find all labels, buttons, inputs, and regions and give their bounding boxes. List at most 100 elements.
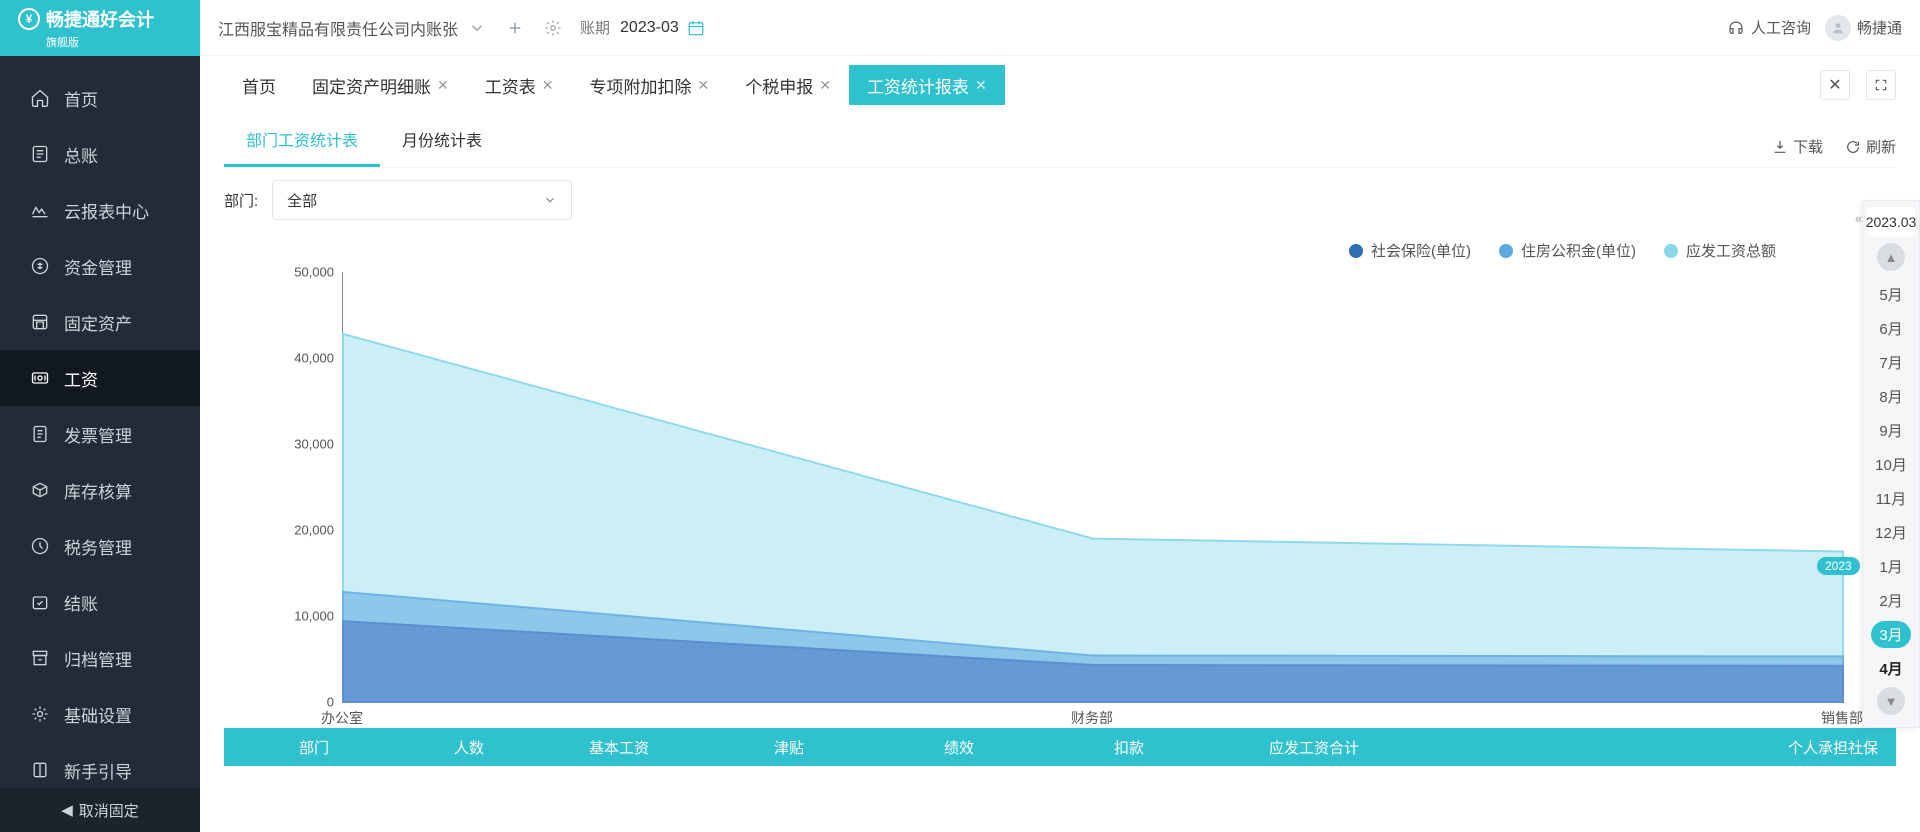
y-tick: 50,000 xyxy=(274,265,334,280)
dept-filter-label: 部门: xyxy=(224,190,258,211)
month-rail-item[interactable]: 6月 xyxy=(1863,311,1919,345)
legend-dot xyxy=(1499,244,1513,258)
month-rail-item[interactable]: 11月 xyxy=(1863,481,1919,515)
calendar-icon[interactable] xyxy=(687,19,705,37)
year-badge: 2023 xyxy=(1817,557,1860,575)
sidebar-item-home[interactable]: 首页 xyxy=(0,70,200,126)
sidebar-item-tax[interactable]: 税务管理 xyxy=(0,518,200,574)
month-label: 4月 xyxy=(1879,658,1902,679)
month-label: 9月 xyxy=(1879,420,1902,441)
tab-close-icon[interactable]: ✕ xyxy=(819,77,831,94)
table-col-header: 津贴 xyxy=(704,737,874,758)
sidebar-unpin[interactable]: ◀取消固定 xyxy=(0,788,200,832)
month-rail-down[interactable]: ▼ xyxy=(1877,687,1905,715)
stock-icon xyxy=(30,480,50,500)
month-rail-item[interactable]: 5月 xyxy=(1863,277,1919,311)
month-label: 12月 xyxy=(1875,522,1907,543)
sidebar-item-house[interactable]: 固定资产 xyxy=(0,294,200,350)
month-rail-item[interactable]: 8月 xyxy=(1863,379,1919,413)
month-rail-item[interactable]: 9月 xyxy=(1863,413,1919,447)
legend-label: 住房公积金(单位) xyxy=(1521,240,1636,261)
sidebar-item-salary[interactable]: 工资 xyxy=(0,350,200,406)
legend-item[interactable]: 应发工资总额 xyxy=(1664,240,1776,261)
month-rail-item[interactable]: 2月 xyxy=(1863,583,1919,617)
month-rail-item[interactable]: 20231月 xyxy=(1863,549,1919,583)
logo-icon: ¥ xyxy=(18,8,40,30)
tabs-close-all[interactable]: ✕ xyxy=(1820,70,1850,100)
month-rail-item[interactable]: 4月 xyxy=(1863,651,1919,685)
x-tick: 销售部 xyxy=(1821,708,1863,728)
month-rail-item[interactable]: 3月 xyxy=(1863,617,1919,651)
download-icon xyxy=(1772,139,1788,155)
month-rail-current[interactable]: 2023.03 xyxy=(1867,207,1915,237)
month-label: 8月 xyxy=(1879,386,1902,407)
month-rail-up[interactable]: ▲ xyxy=(1877,243,1905,271)
user-menu[interactable]: 畅捷通 xyxy=(1825,15,1902,41)
sidebar-item-wallet[interactable]: 资金管理 xyxy=(0,238,200,294)
archive-icon xyxy=(30,648,50,668)
sidebar-item-invoice[interactable]: 发票管理 xyxy=(0,406,200,462)
download-button[interactable]: 下载 xyxy=(1772,136,1823,157)
sidebar-item-cloud[interactable]: 云报表中心 xyxy=(0,182,200,238)
sidebar-item-stock[interactable]: 库存核算 xyxy=(0,462,200,518)
chevron-down-icon xyxy=(543,193,557,207)
fullscreen-icon[interactable] xyxy=(1866,70,1896,100)
table-col-header-overflow: 个人承担社保 xyxy=(1788,737,1896,758)
company-name[interactable]: 江西服宝精品有限责任公司内账张 xyxy=(218,16,458,40)
month-label: 1月 xyxy=(1879,556,1902,577)
tab-4[interactable]: 个税申报✕ xyxy=(727,65,849,105)
y-tick: 40,000 xyxy=(274,351,334,366)
tab-close-icon[interactable]: ✕ xyxy=(975,77,987,94)
tab-5[interactable]: 工资统计报表✕ xyxy=(849,65,1005,105)
add-icon[interactable] xyxy=(506,19,524,37)
tab-2[interactable]: 工资表✕ xyxy=(467,65,572,105)
sidebar-item-close[interactable]: 结账 xyxy=(0,574,200,630)
period-value[interactable]: 2023-03 xyxy=(620,19,679,37)
sidebar-item-label: 首页 xyxy=(64,86,98,111)
tab-close-icon[interactable]: ✕ xyxy=(437,77,449,94)
month-label: 10月 xyxy=(1875,454,1907,475)
company-dropdown-icon[interactable] xyxy=(468,19,486,37)
salary-icon xyxy=(30,368,50,388)
chart-legend: 社会保险(单位) 住房公积金(单位) 应发工资总额 xyxy=(1349,240,1776,261)
month-label: 7月 xyxy=(1879,352,1902,373)
tab-3[interactable]: 专项附加扣除✕ xyxy=(571,65,727,105)
legend-dot xyxy=(1664,244,1678,258)
sidebar-item-gear[interactable]: 基础设置 xyxy=(0,686,200,742)
refresh-button[interactable]: 刷新 xyxy=(1845,136,1896,157)
sidebar-item-label: 新手引导 xyxy=(64,758,132,783)
month-rail-item[interactable]: 10月 xyxy=(1863,447,1919,481)
dept-select[interactable]: 全部 xyxy=(272,180,572,220)
month-rail: 2023.03 ▲ 5月 6月 7月 8月 9月 10月 11月 12月 20231月2月3月 4… xyxy=(1862,200,1920,728)
table-col-header: 绩效 xyxy=(874,737,1044,758)
table-col-header: 部门 xyxy=(224,737,404,758)
tab-close-icon[interactable]: ✕ xyxy=(542,77,554,94)
month-rail-item[interactable]: 7月 xyxy=(1863,345,1919,379)
y-tick: 30,000 xyxy=(274,437,334,452)
tax-icon xyxy=(30,536,50,556)
sidebar-item-ledger[interactable]: 总账 xyxy=(0,126,200,182)
app-edition: 旗舰版 xyxy=(46,34,200,50)
subtab-0[interactable]: 部门工资统计表 xyxy=(224,113,380,167)
month-rail-item[interactable]: 12月 xyxy=(1863,515,1919,549)
tab-0[interactable]: 首页 xyxy=(224,65,294,105)
legend-item[interactable]: 住房公积金(单位) xyxy=(1499,240,1636,261)
home-icon xyxy=(30,88,50,108)
gear-icon[interactable] xyxy=(544,19,562,37)
close-icon xyxy=(30,592,50,612)
sidebar-item-label: 总账 xyxy=(64,142,98,167)
user-name: 畅捷通 xyxy=(1857,17,1902,38)
legend-item[interactable]: 社会保险(单位) xyxy=(1349,240,1471,261)
house-icon xyxy=(30,312,50,332)
wallet-icon xyxy=(30,256,50,276)
tab-close-icon[interactable]: ✕ xyxy=(697,77,709,94)
consult-button[interactable]: 人工咨询 xyxy=(1727,17,1811,38)
invoice-icon xyxy=(30,424,50,444)
sidebar-item-archive[interactable]: 归档管理 xyxy=(0,630,200,686)
subtab-1[interactable]: 月份统计表 xyxy=(380,113,504,167)
tab-1[interactable]: 固定资产明细账✕ xyxy=(294,65,467,105)
salary-chart: 社会保险(单位)住房公积金(单位)应发工资总额 010,00020,00030,… xyxy=(224,232,1896,728)
table-col-header: 基本工资 xyxy=(534,737,704,758)
month-label: 6月 xyxy=(1879,318,1902,339)
sidebar-item-label: 库存核算 xyxy=(64,478,132,503)
